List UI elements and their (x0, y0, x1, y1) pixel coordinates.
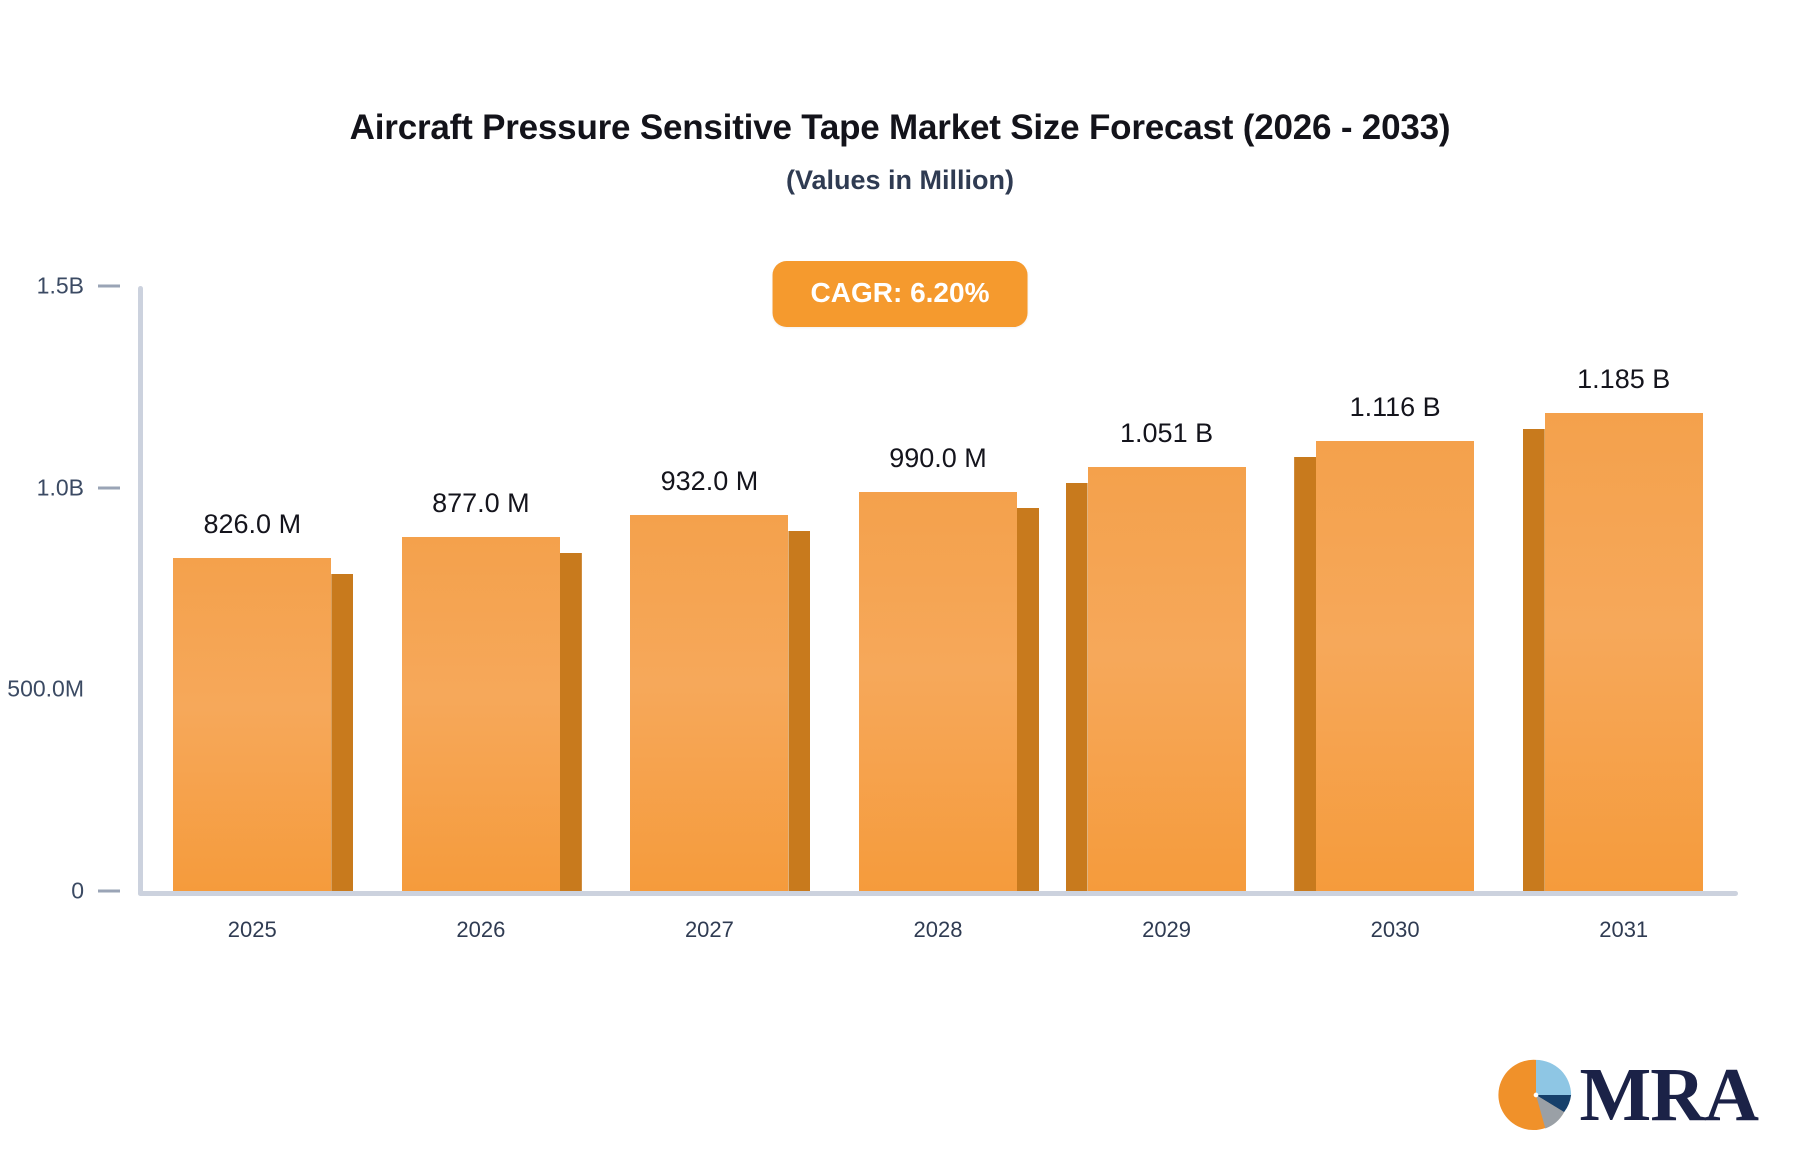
bar-side-face (1294, 456, 1317, 891)
y-axis-tick-label: 0 (71, 877, 84, 904)
bar-value-label: 932.0 M (660, 466, 759, 497)
x-axis-label-2029: 2029 (1142, 917, 1192, 942)
x-axis-line (138, 891, 1738, 896)
bar-value-label: 1.051 B (1120, 418, 1214, 449)
brand-logo: MRA (1497, 1053, 1759, 1137)
y-axis-tick-1.0B: 1.0B (37, 474, 120, 501)
x-axis-label-2030: 2030 (1370, 917, 1420, 942)
bar-value-label: 826.0 M (203, 508, 302, 539)
bar-front-face (630, 515, 789, 891)
bar-front-face (859, 491, 1017, 891)
x-axis-label-2028: 2028 (913, 917, 963, 942)
bar-front-face (1087, 467, 1246, 891)
logo-wordmark: MRA (1579, 1053, 1759, 1137)
y-axis-tick-label: 1.5B (36, 272, 84, 299)
y-axis-tick-1.5B: 1.5B (37, 273, 120, 300)
bar-2026[interactable]: 877.0 M 2026 (401, 488, 582, 942)
y-axis-tick-label: 500.0M (7, 675, 84, 702)
bar-side-face (1065, 483, 1088, 891)
bar-2029[interactable]: 1.051 B 2029 (1065, 418, 1246, 942)
plot-area: 0 500.0M 1.0B 1.5B 826.0 M 2025 877.0 M 2026 93… (7, 273, 1738, 942)
x-axis-label-2027: 2027 (684, 917, 734, 942)
bar-side-face (1017, 507, 1039, 891)
bar-side-face (1522, 429, 1545, 891)
chart-title: Aircraft Pressure Sensitive Tape Market … (349, 108, 1451, 147)
y-axis-tick-500.0M: 500.0M (7, 676, 120, 703)
title-block: Aircraft Pressure Sensitive Tape Market … (0, 108, 1800, 196)
pie-chart-icon (1498, 1059, 1572, 1131)
bar-2027[interactable]: 932.0 M 2027 (630, 466, 811, 942)
bar-front-face (1316, 440, 1475, 891)
cagr-badge: CAGR: 6.20% (772, 261, 1028, 327)
bar-side-face (788, 531, 811, 891)
bar-2030[interactable]: 1.116 B 2030 (1294, 392, 1475, 942)
chart-subtitle: (Values in Million) (785, 165, 1015, 196)
y-axis-tick-dash (98, 284, 120, 288)
bar-value-label: 990.0 M (889, 442, 987, 473)
y-axis-tick-label: 1.0B (36, 474, 84, 501)
bar-2031[interactable]: 1.185 B 2031 (1522, 364, 1703, 942)
bar-value-label: 877.0 M (432, 488, 530, 519)
bar-2028[interactable]: 990.0 M 2028 (859, 443, 1039, 942)
bar-front-face (173, 557, 332, 891)
y-axis-tick-dash (98, 486, 120, 490)
bar-side-face (559, 553, 582, 891)
bar-2025[interactable]: 826.0 M 2025 (173, 509, 354, 942)
bar-value-label: 1.116 B (1349, 391, 1441, 422)
y-axis-tick-0: 0 (71, 878, 120, 905)
x-axis-label-2026: 2026 (456, 917, 506, 942)
y-axis-tick-dash (98, 889, 120, 893)
y-axis-line (138, 286, 143, 896)
x-axis-label-2031: 2031 (1599, 917, 1649, 942)
x-axis-label-2025: 2025 (227, 917, 277, 942)
bar-front-face (401, 537, 560, 891)
bar-front-face (1544, 413, 1703, 891)
bar-value-label: 1.185 B (1577, 364, 1671, 395)
bar-series: 826.0 M 2025 877.0 M 2026 932.0 M 2027 990.0 M… (138, 286, 1738, 942)
bar-side-face (331, 573, 354, 891)
